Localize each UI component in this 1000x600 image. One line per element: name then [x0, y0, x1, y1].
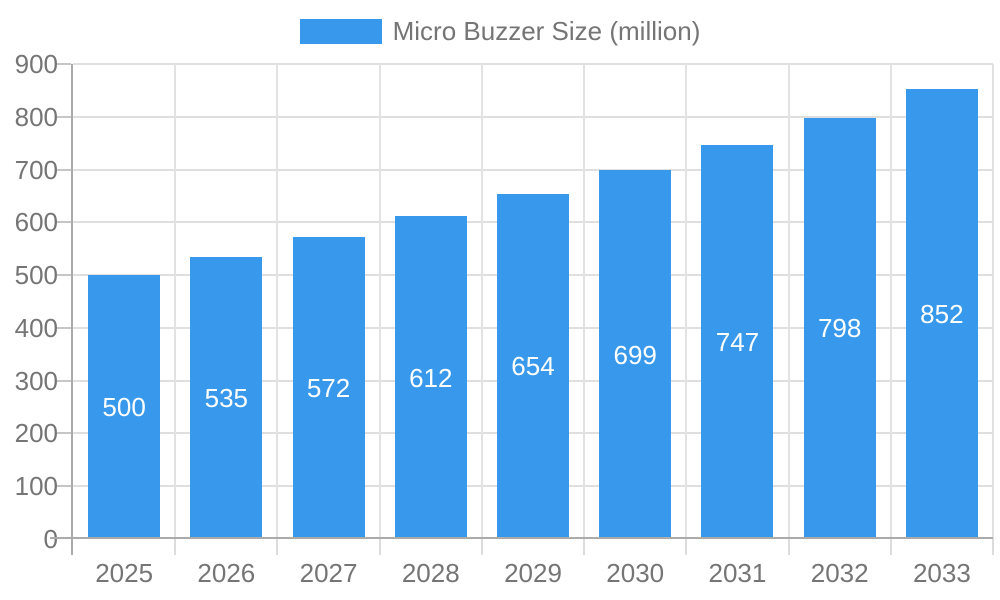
x-axis-tick — [685, 539, 688, 555]
y-axis-tick — [57, 221, 71, 224]
plot-area: 0 100 200 300 400 500 600 700 800 900 500 2025 535 20… — [15, 49, 994, 588]
x-axis-tick — [787, 539, 790, 555]
y-tick-label: 300 — [14, 365, 58, 396]
x-axis-tick — [889, 539, 892, 555]
x-tick-label: 2027 — [299, 558, 358, 588]
bar-value-label: 747 — [715, 326, 760, 357]
y-axis-tick — [57, 168, 71, 171]
y-axis-tick — [57, 485, 71, 488]
bar — [292, 237, 365, 539]
bar-value-label: 798 — [817, 313, 862, 344]
y-axis-tick — [57, 63, 71, 65]
y-tick-label: 200 — [14, 418, 58, 449]
y-axis-tick — [57, 115, 71, 118]
bar — [701, 144, 774, 539]
gridline-vertical — [685, 64, 688, 539]
x-tick-label: 2033 — [912, 558, 971, 588]
legend-swatch — [299, 19, 382, 44]
x-tick-label: 2028 — [401, 558, 460, 588]
bar — [599, 170, 672, 539]
x-axis-line — [50, 537, 993, 539]
x-axis-tick — [480, 539, 483, 555]
y-tick-label: 900 — [14, 49, 58, 79]
gridline-vertical — [787, 64, 790, 539]
y-axis-tick — [57, 326, 71, 329]
gridline-horizontal — [73, 168, 993, 171]
gridline-vertical — [276, 64, 279, 539]
x-tick-label: 2031 — [708, 558, 767, 588]
bar — [88, 275, 161, 539]
x-axis-tick — [174, 539, 177, 555]
y-tick-label: 0 — [43, 524, 58, 554]
y-axis-tick — [57, 274, 71, 277]
gridline-horizontal — [73, 115, 993, 118]
gridline-vertical — [889, 64, 892, 539]
bar-value-label: 654 — [511, 351, 555, 382]
y-axis-line — [71, 64, 73, 555]
x-tick-label: 2025 — [95, 558, 154, 588]
y-tick-label: 800 — [14, 101, 58, 132]
x-axis-tick — [992, 539, 994, 555]
bar-value-label: 699 — [613, 339, 657, 370]
legend-label: Micro Buzzer Size (million) — [392, 16, 701, 46]
legend: Micro Buzzer Size (million) — [0, 16, 1000, 47]
bar — [905, 89, 978, 539]
bar-value-label: 500 — [102, 392, 146, 423]
gridline-vertical — [174, 64, 177, 539]
x-tick-label: 2030 — [606, 558, 665, 588]
bar — [190, 256, 263, 539]
x-tick-label: 2032 — [810, 558, 869, 588]
y-tick-label: 400 — [14, 312, 58, 343]
bar-value-label: 852 — [920, 299, 964, 330]
bar — [394, 216, 467, 539]
x-axis-tick — [378, 539, 381, 555]
bar-value-label: 535 — [204, 382, 249, 413]
y-tick-label: 700 — [14, 154, 58, 185]
bar — [803, 117, 876, 539]
bar-value-label: 612 — [409, 362, 453, 393]
gridline-vertical — [583, 64, 586, 539]
y-axis-tick — [57, 432, 71, 435]
gridline-vertical — [992, 64, 994, 539]
y-tick-label: 100 — [14, 471, 58, 502]
y-axis-tick — [57, 379, 71, 382]
gridline-horizontal — [73, 63, 993, 65]
x-tick-label: 2026 — [197, 558, 256, 588]
gridline-vertical — [480, 64, 483, 539]
x-axis-tick — [276, 539, 279, 555]
gridline-vertical — [378, 64, 381, 539]
bar — [497, 193, 569, 539]
x-tick-label: 2029 — [504, 558, 562, 588]
y-tick-label: 600 — [14, 207, 58, 238]
x-axis-tick — [583, 539, 586, 555]
y-tick-label: 500 — [14, 260, 58, 291]
legend-item[interactable]: Micro Buzzer Size (million) — [299, 16, 701, 47]
bar-value-label: 572 — [306, 373, 351, 404]
